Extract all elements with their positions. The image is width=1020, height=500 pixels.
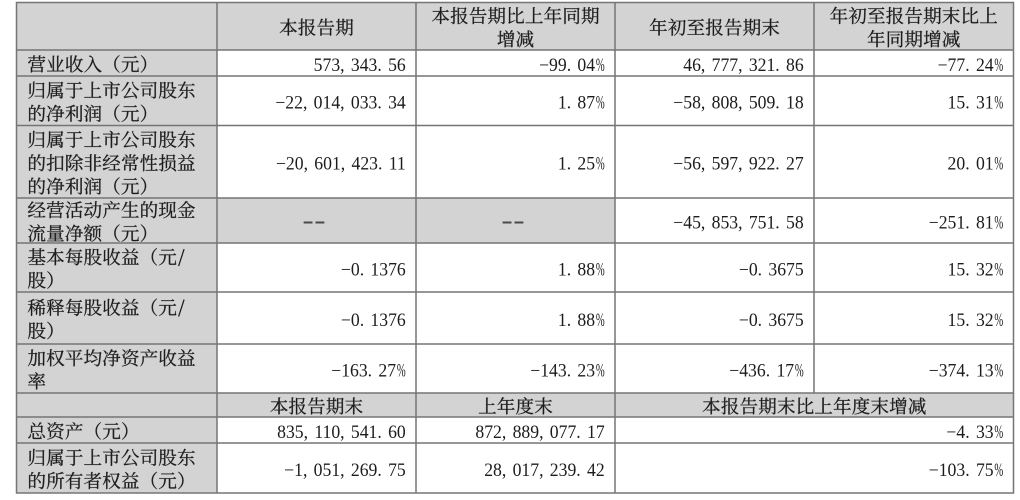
- svg-text:−436. 17: −436. 17: [729, 360, 794, 381]
- svg-text:−163. 27: −163. 27: [331, 360, 396, 381]
- svg-text:%: %: [596, 94, 605, 114]
- svg-text:−374. 13: −374. 13: [929, 360, 994, 381]
- svg-text:835, 110, 541. 60: 835, 110, 541. 60: [277, 421, 406, 442]
- svg-text:−0. 3675: −0. 3675: [739, 259, 804, 280]
- svg-text:1. 87: 1. 87: [558, 92, 595, 113]
- svg-text:%: %: [596, 261, 605, 281]
- svg-text:−103. 75: −103. 75: [929, 459, 994, 480]
- svg-text:%: %: [397, 362, 406, 382]
- svg-text:−20, 601, 423. 11: −20, 601, 423. 11: [276, 153, 406, 174]
- svg-text:−58, 808, 509. 18: −58, 808, 509. 18: [673, 92, 803, 113]
- svg-text:%: %: [994, 155, 1003, 175]
- svg-text:%: %: [994, 261, 1003, 281]
- svg-text:−0. 3675: −0. 3675: [739, 309, 804, 330]
- svg-text:%: %: [994, 56, 1003, 76]
- svg-text:%: %: [994, 214, 1003, 234]
- svg-text:%: %: [596, 311, 605, 331]
- svg-text:%: %: [795, 362, 804, 382]
- svg-text:−56, 597, 922. 27: −56, 597, 922. 27: [673, 153, 803, 174]
- svg-text:−143. 23: −143. 23: [530, 360, 595, 381]
- svg-text:%: %: [994, 311, 1003, 331]
- svg-text:−0. 1376: −0. 1376: [341, 309, 406, 330]
- svg-text:%: %: [994, 94, 1003, 114]
- svg-text:%: %: [994, 461, 1003, 481]
- svg-text:573, 343. 56: 573, 343. 56: [314, 54, 406, 75]
- svg-text:1. 88: 1. 88: [558, 309, 595, 330]
- svg-text:−45, 853, 751. 58: −45, 853, 751. 58: [673, 212, 803, 233]
- svg-text:%: %: [596, 56, 605, 76]
- svg-text:−22, 014, 033. 34: −22, 014, 033. 34: [275, 92, 405, 113]
- svg-text:%: %: [994, 423, 1003, 443]
- svg-text:−0. 1376: −0. 1376: [341, 259, 406, 280]
- svg-text:%: %: [596, 155, 605, 175]
- svg-text:−77. 24: −77. 24: [938, 54, 994, 75]
- svg-text:−99. 04: −99. 04: [539, 54, 595, 75]
- svg-text:1. 88: 1. 88: [558, 259, 595, 280]
- svg-text:872, 889, 077. 17: 872, 889, 077. 17: [475, 421, 604, 442]
- svg-text:%: %: [596, 362, 605, 382]
- svg-text:−251. 81: −251. 81: [929, 212, 994, 233]
- svg-text:%: %: [994, 362, 1003, 382]
- svg-text:1. 25: 1. 25: [558, 153, 595, 174]
